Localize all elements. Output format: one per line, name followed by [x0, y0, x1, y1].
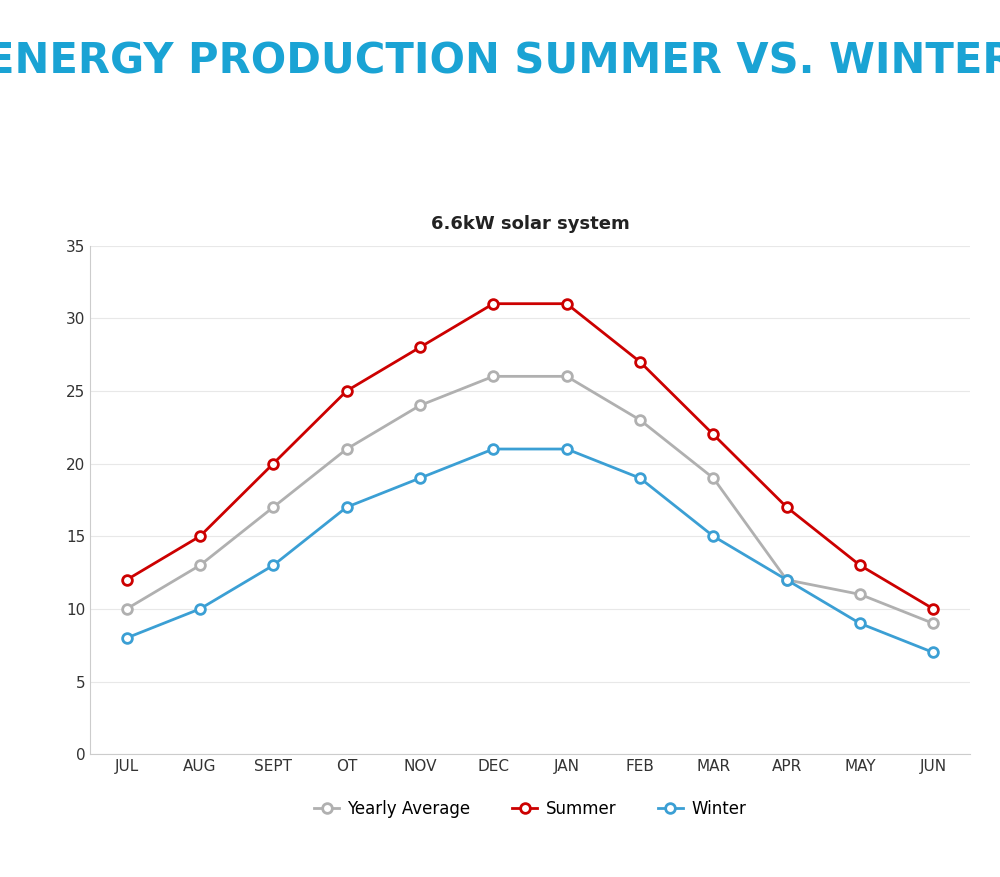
Summer	[341, 386, 353, 396]
Winter	[267, 560, 279, 571]
Summer	[121, 574, 133, 585]
Summer	[634, 357, 646, 367]
Winter	[707, 531, 719, 541]
Yearly Average	[414, 400, 426, 410]
Summer	[707, 429, 719, 439]
Winter	[561, 444, 573, 454]
Yearly Average	[267, 502, 279, 512]
Legend: Yearly Average, Summer, Winter: Yearly Average, Summer, Winter	[307, 794, 753, 824]
Line: Summer: Summer	[122, 299, 938, 614]
Yearly Average	[341, 444, 353, 454]
Summer	[854, 560, 866, 571]
Yearly Average	[854, 589, 866, 600]
Summer	[267, 459, 279, 469]
Winter	[194, 603, 206, 614]
Yearly Average	[561, 371, 573, 381]
Yearly Average	[121, 603, 133, 614]
Line: Winter: Winter	[122, 444, 938, 658]
Summer	[194, 531, 206, 541]
Yearly Average	[194, 560, 206, 571]
Summer	[414, 342, 426, 353]
Yearly Average	[781, 574, 793, 585]
Summer	[927, 603, 939, 614]
Summer	[561, 298, 573, 309]
Yearly Average	[634, 415, 646, 425]
Winter	[341, 502, 353, 512]
Yearly Average	[707, 473, 719, 483]
Summer	[781, 502, 793, 512]
Summer	[487, 298, 499, 309]
Winter	[121, 632, 133, 643]
Winter	[634, 473, 646, 483]
Title: 6.6kW solar system: 6.6kW solar system	[431, 215, 629, 233]
Winter	[854, 618, 866, 629]
Yearly Average	[927, 618, 939, 629]
Text: ENERGY PRODUCTION SUMMER VS. WINTER: ENERGY PRODUCTION SUMMER VS. WINTER	[0, 40, 1000, 82]
Winter	[781, 574, 793, 585]
Winter	[487, 444, 499, 454]
Yearly Average	[487, 371, 499, 381]
Line: Yearly Average: Yearly Average	[122, 372, 938, 628]
Winter	[927, 647, 939, 658]
Winter	[414, 473, 426, 483]
